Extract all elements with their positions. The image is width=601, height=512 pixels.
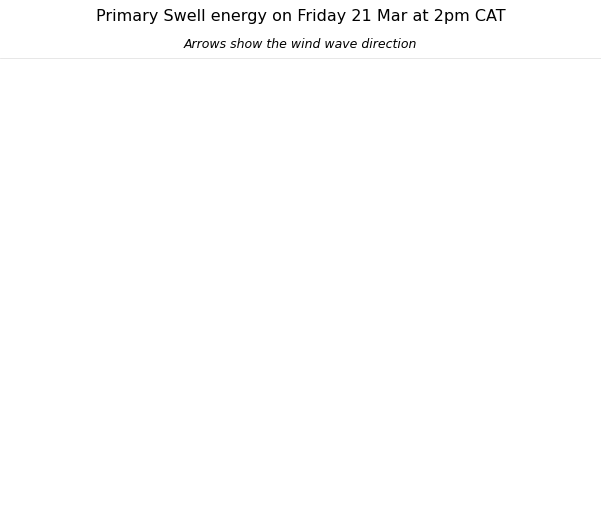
Text: cartopy required: cartopy required bbox=[219, 276, 382, 295]
Text: Arrows show the wind wave direction: Arrows show the wind wave direction bbox=[184, 38, 417, 51]
Text: Primary Swell energy on Friday 21 Mar at 2pm CAT: Primary Swell energy on Friday 21 Mar at… bbox=[96, 9, 505, 24]
